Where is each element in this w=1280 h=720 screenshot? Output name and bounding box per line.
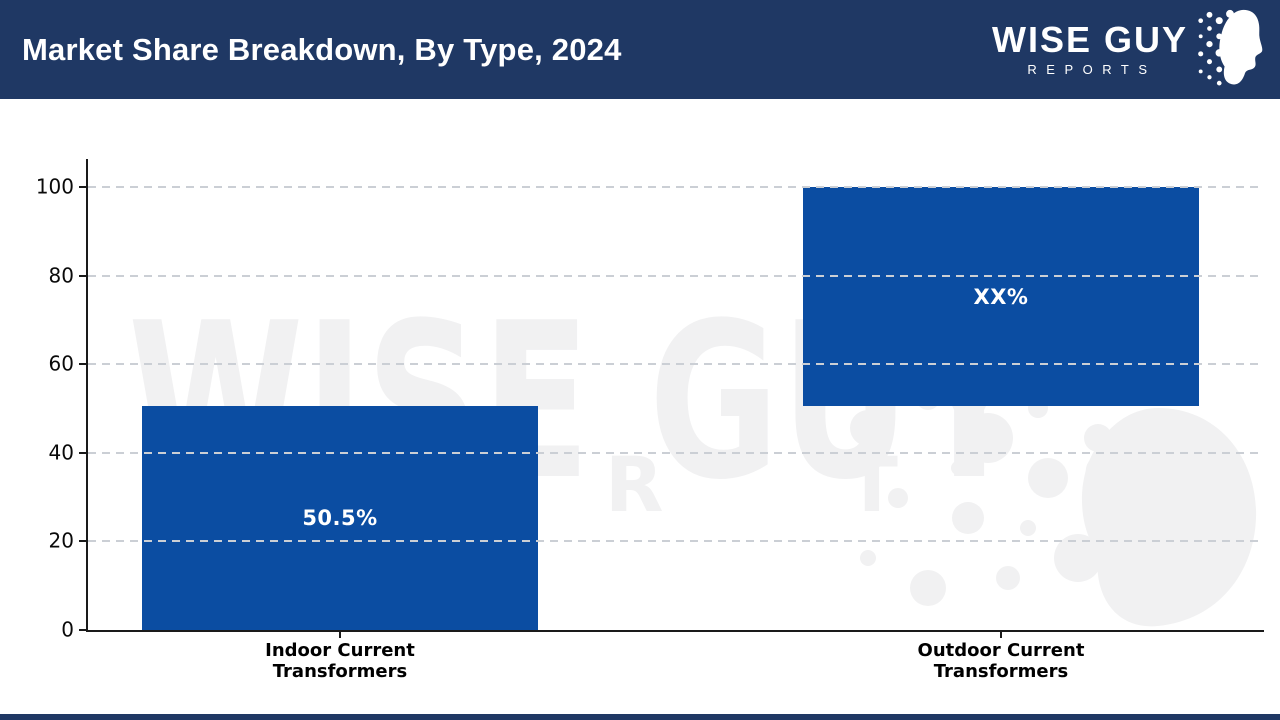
footer-bar bbox=[0, 714, 1280, 720]
watermark-dots-icon bbox=[838, 368, 1268, 634]
y-axis-line bbox=[86, 159, 88, 632]
y-tick-mark bbox=[79, 629, 87, 631]
y-tick-label: 0 bbox=[61, 617, 74, 642]
x-tick-mark bbox=[1000, 632, 1002, 638]
gridline-80 bbox=[88, 275, 1262, 277]
brand-logo-name: WISE GUY bbox=[991, 19, 1188, 60]
bar-value-label-outdoor: XX% bbox=[973, 284, 1029, 309]
page-title: Market Share Breakdown, By Type, 2024 bbox=[22, 31, 622, 67]
gridline-100 bbox=[88, 186, 1262, 188]
y-tick-label: 60 bbox=[48, 351, 74, 376]
y-tick-mark bbox=[79, 452, 87, 454]
x-axis-line bbox=[86, 630, 1264, 632]
brand-logo: WISE GUY REPORTS bbox=[992, 7, 1264, 93]
y-tick-mark bbox=[79, 186, 87, 188]
x-tick-mark bbox=[339, 632, 341, 638]
gridline-20 bbox=[88, 540, 1262, 542]
gridline-40 bbox=[88, 452, 1262, 454]
x-axis-label-outdoor: Outdoor Current Transformers bbox=[917, 640, 1085, 682]
x-axis-label-indoor: Indoor Current Transformers bbox=[265, 640, 415, 682]
bar-1 bbox=[803, 187, 1199, 406]
y-tick-mark bbox=[79, 363, 87, 365]
brand-logo-subtitle: REPORTS bbox=[1027, 62, 1157, 77]
y-tick-label: 80 bbox=[48, 263, 74, 288]
header-bar: Market Share Breakdown, By Type, 2024 WI… bbox=[0, 0, 1280, 99]
y-tick-mark bbox=[79, 275, 87, 277]
y-tick-label: 40 bbox=[48, 440, 74, 465]
y-tick-mark bbox=[79, 540, 87, 542]
bar-0 bbox=[142, 406, 538, 630]
gridline-60 bbox=[88, 363, 1262, 365]
face-profile-icon bbox=[1194, 7, 1264, 93]
brand-logo-text: WISE GUY REPORTS bbox=[991, 19, 1188, 78]
y-tick-label: 100 bbox=[35, 174, 74, 199]
bar-value-label-indoor: 50.5% bbox=[302, 506, 378, 530]
y-tick-label: 20 bbox=[48, 528, 74, 553]
